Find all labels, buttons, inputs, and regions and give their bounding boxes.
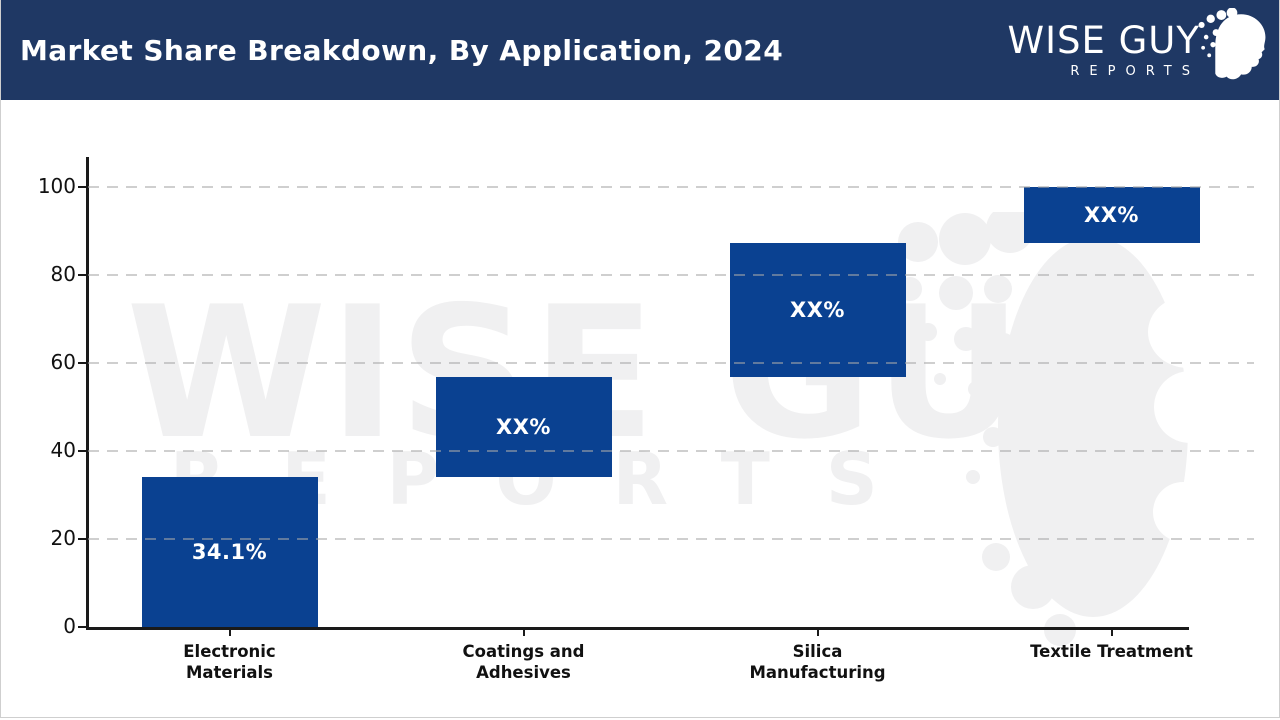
logo-subtext: REPORTS: [1070, 63, 1200, 79]
logo-text: WISE GUY REPORTS: [1008, 22, 1200, 79]
brand-logo: WISE GUY REPORTS: [1008, 8, 1270, 92]
bar-value-label: XX%: [496, 415, 551, 440]
logo-face-icon: [1198, 8, 1266, 80]
logo-wordmark: WISE GUY: [1007, 18, 1200, 62]
bar-3: XX%: [729, 242, 906, 378]
header-bar: Market Share Breakdown, By Application, …: [0, 0, 1280, 100]
x-tick-mark: [522, 629, 525, 636]
x-category-label: Silica Manufacturing: [749, 642, 886, 683]
y-tick-label: 0: [63, 614, 76, 638]
x-tick-mark: [816, 629, 819, 636]
watermark-wordmark: WISE GUY: [126, 267, 1159, 479]
y-tick-label: 40: [50, 438, 76, 462]
x-axis: [86, 627, 1189, 630]
x-category-label: Coatings and Adhesives: [462, 642, 585, 683]
y-tick-label: 100: [37, 174, 76, 198]
y-tick-mark: [78, 186, 86, 188]
chart-area: WISE GUY REPORTS 0 20 40 60 80 100 34.1% XX% XX%…: [0, 100, 1280, 718]
y-tick-label: 60: [50, 350, 76, 374]
y-tick-mark: [78, 274, 86, 276]
bar-1: 34.1%: [141, 476, 318, 627]
gridline-100: [88, 186, 1254, 188]
watermark-face-icon: [898, 212, 1208, 646]
bar-value-label: XX%: [790, 297, 845, 322]
bar-value-label: XX%: [1084, 202, 1139, 227]
x-category-label: Electronic Materials: [183, 642, 276, 683]
bar-4: XX%: [1023, 187, 1200, 243]
page-title: Market Share Breakdown, By Application, …: [20, 33, 784, 67]
y-tick-mark: [78, 626, 86, 628]
y-tick-mark: [78, 538, 86, 540]
gridline-40: [88, 450, 1254, 452]
bar-value-label: 34.1%: [191, 539, 268, 564]
x-tick-mark: [1110, 629, 1113, 636]
bar-2: XX%: [435, 377, 612, 477]
y-tick-mark: [78, 450, 86, 452]
y-tick-label: 80: [50, 262, 76, 286]
gridline-20: [88, 538, 1254, 540]
gridline-60: [88, 362, 1254, 364]
y-tick-label: 20: [50, 526, 76, 550]
y-tick-mark: [78, 362, 86, 364]
x-tick-mark: [228, 629, 231, 636]
gridline-80: [88, 274, 1254, 276]
y-axis: [86, 157, 89, 629]
x-category-label: Textile Treatment: [1030, 642, 1193, 661]
